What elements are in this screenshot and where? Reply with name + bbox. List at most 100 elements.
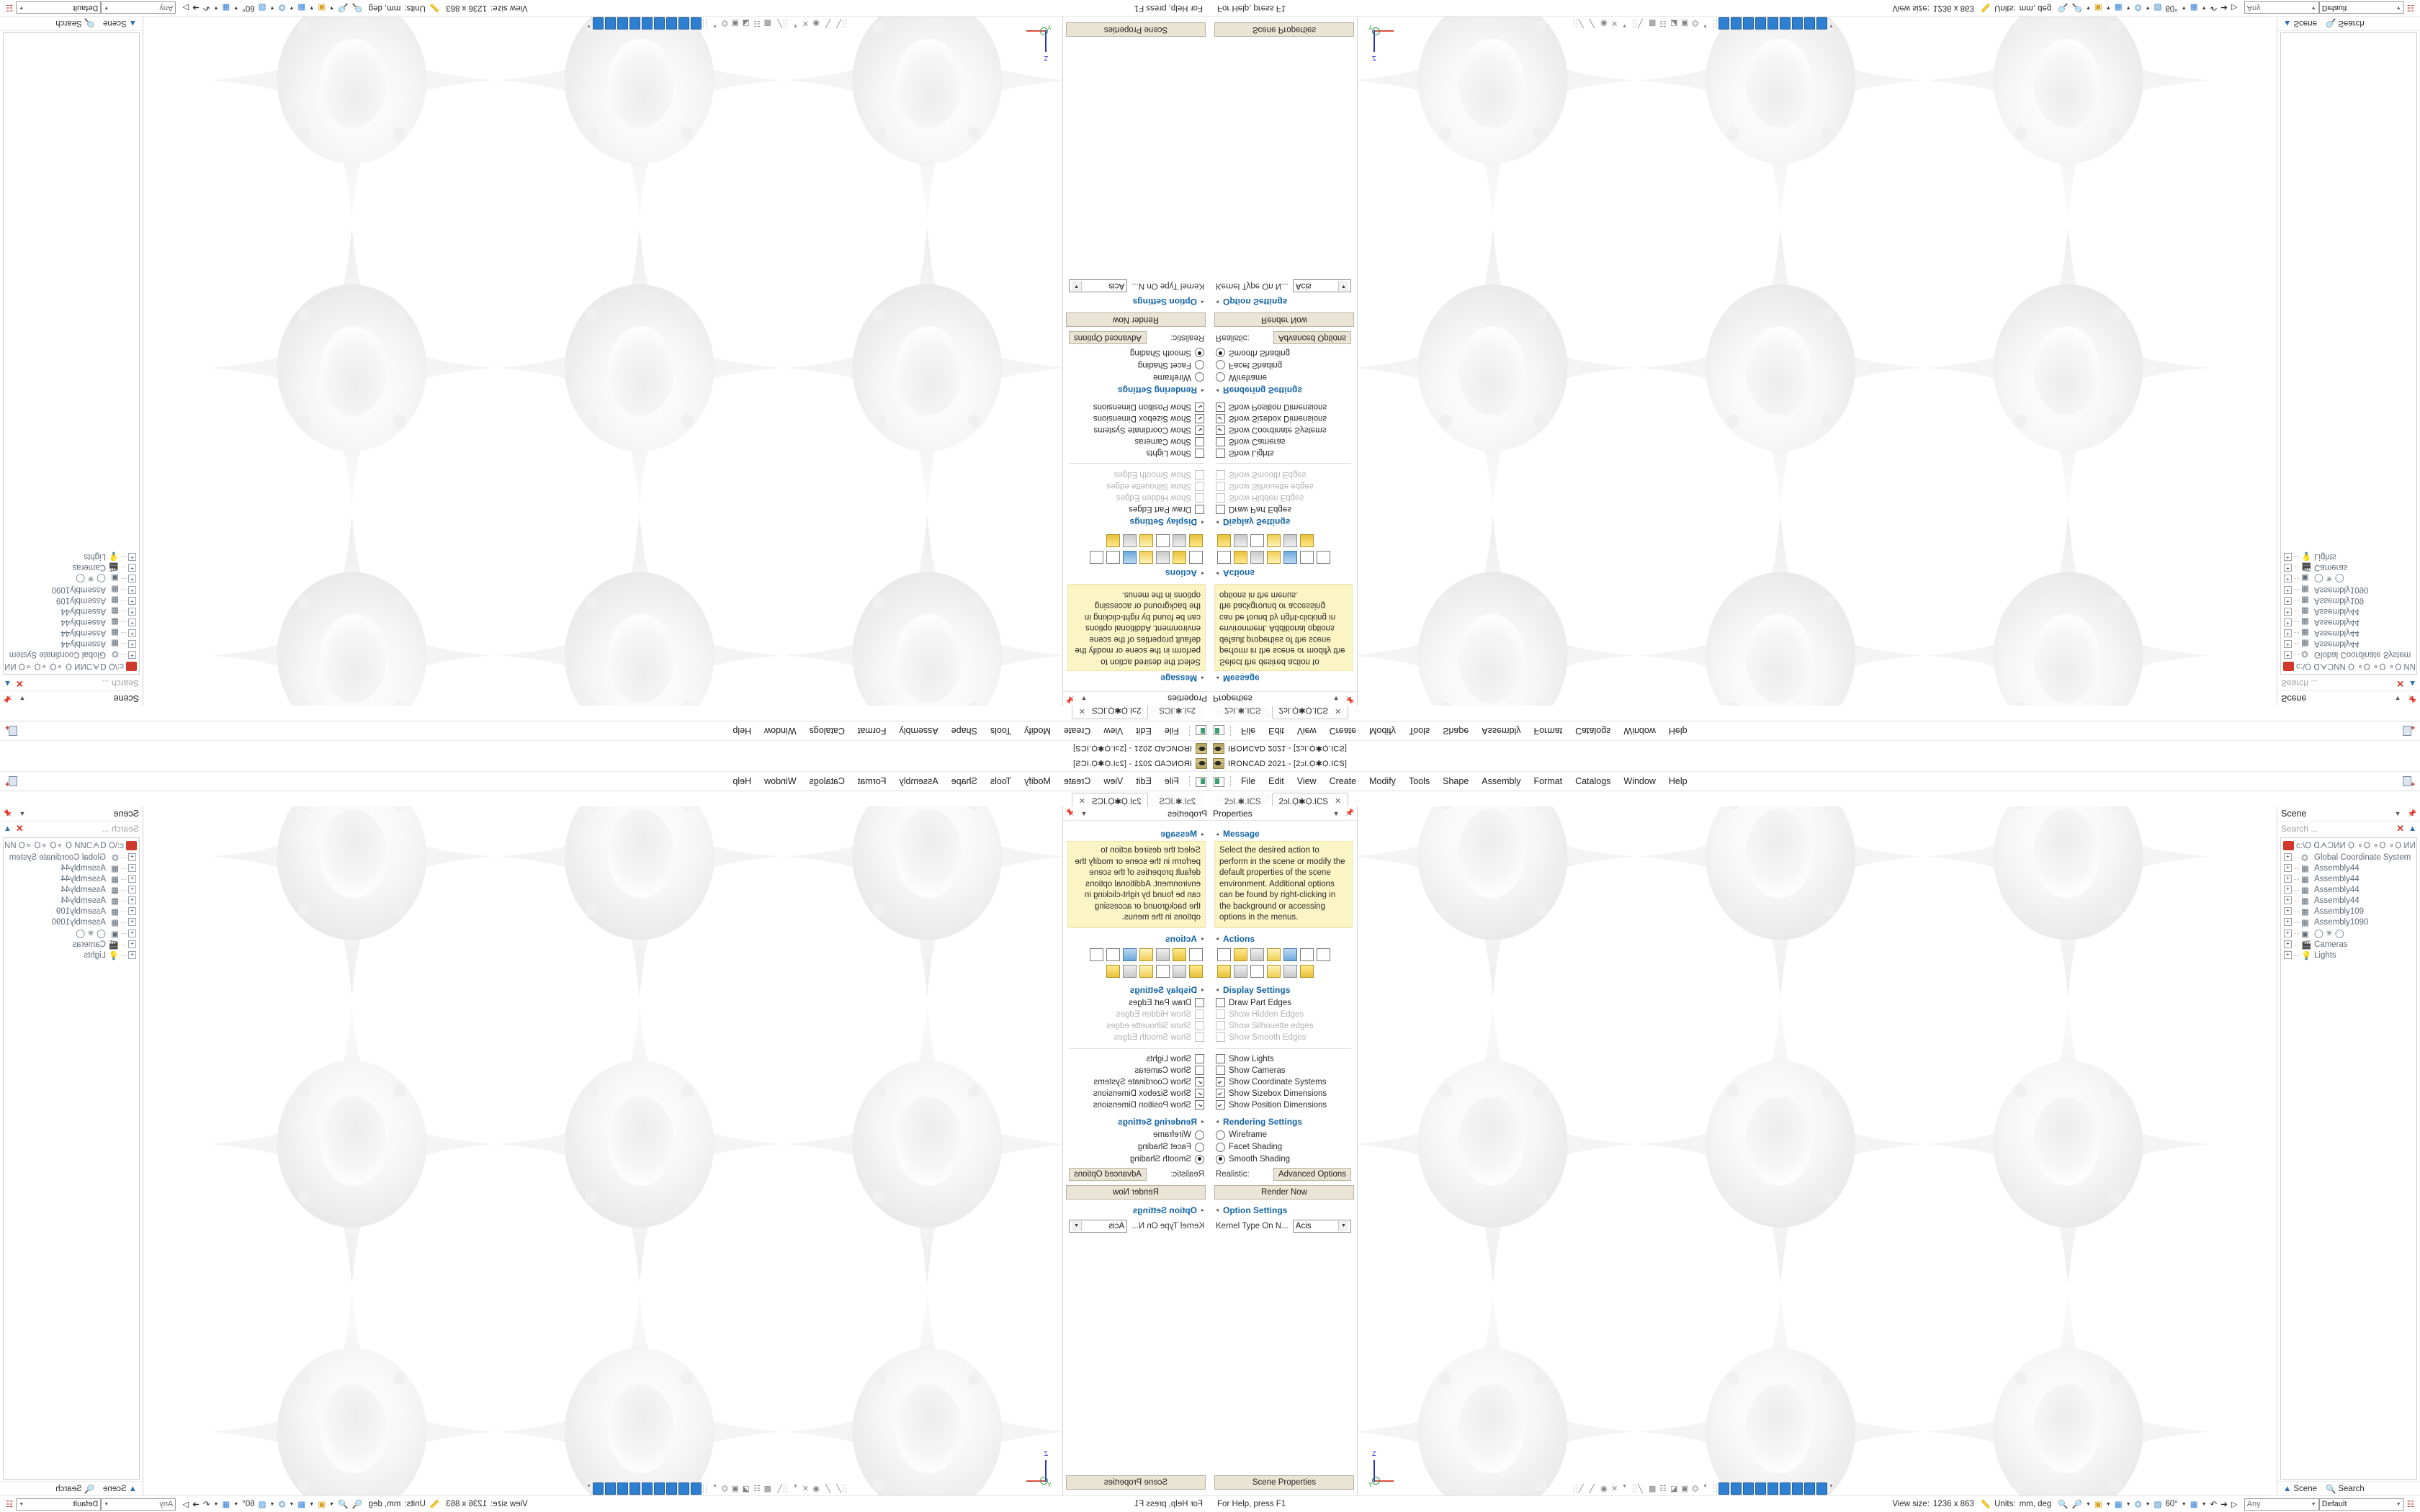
- actions-icon-row-2[interactable]: [1067, 963, 1206, 979]
- scene-search-row[interactable]: Search ... ✕ ▲: [2277, 676, 2420, 690]
- scene-search-row[interactable]: Search ... ✕ ▲: [0, 676, 143, 690]
- trim-icon[interactable]: ✕: [1611, 19, 1618, 27]
- structure-icon[interactable]: ☷: [2406, 1500, 2414, 1509]
- sweep-tool-icon[interactable]: [1743, 17, 1754, 30]
- scene-browser-panel[interactable]: Scene ▼ 📌 Search ... ✕ ▲ c:\Ọ ᗡᗅƆИИ Ọ ⚬: [2277, 16, 2420, 706]
- checkbox-draw-part-edges[interactable]: Draw Part Edges: [1067, 503, 1206, 515]
- scene-properties-button[interactable]: Scene Properties: [1214, 1475, 1354, 1490]
- menu-item-catalogs[interactable]: Catalogs: [1575, 776, 1611, 786]
- chevron-down-icon[interactable]: ▼: [2085, 5, 2091, 11]
- section-option-settings-header[interactable]: ◂ Option Settings: [1214, 294, 1353, 309]
- chevron-down-icon[interactable]: ▼: [329, 1501, 335, 1507]
- menu-item-shape[interactable]: Shape: [1443, 726, 1469, 736]
- clear-x-icon[interactable]: ✕: [2396, 678, 2405, 689]
- menu-item-assembly[interactable]: Assembly: [899, 776, 938, 786]
- zoom-window-icon[interactable]: 🔎: [338, 1500, 349, 1509]
- clear-x-icon[interactable]: ✕: [15, 678, 24, 689]
- toolbar-grip[interactable]: [1574, 19, 1577, 28]
- section-option-settings-header[interactable]: ◂ Option Settings: [1214, 1203, 1353, 1218]
- expand-icon[interactable]: +: [2284, 586, 2292, 594]
- structure-icon[interactable]: ☷: [6, 1500, 14, 1509]
- document-tab-inactive[interactable]: 2ɔI.✱.ICS: [1213, 794, 1273, 809]
- orbit-icon[interactable]: ▦: [297, 1500, 306, 1509]
- toolbar-grip[interactable]: [703, 1484, 707, 1493]
- scene-box-icon[interactable]: [1189, 964, 1203, 978]
- section-rendering-settings-header[interactable]: ◂ Rendering Settings: [1067, 383, 1206, 397]
- scene-box-icon[interactable]: [1217, 534, 1231, 548]
- tree-node-assembly44-4[interactable]: + ▦ Assembly44: [4, 606, 139, 617]
- menu-item-help[interactable]: Help: [732, 726, 752, 736]
- zoom-in-icon[interactable]: 🔍: [351, 3, 362, 12]
- actions-icon-row-1[interactable]: [1067, 549, 1206, 566]
- menu-item-file[interactable]: File: [1241, 726, 1256, 736]
- tree-filter-icon[interactable]: ▲: [4, 679, 12, 688]
- menu-item-format[interactable]: Format: [1533, 776, 1563, 786]
- expand-icon[interactable]: +: [2284, 640, 2292, 648]
- scene-browser-panel[interactable]: Scene ▼ 📌 Search ... ✕ ▲ c:\Ọ ᗡᗅƆИИ Ọ ⚬: [0, 16, 143, 706]
- list-properties-icon[interactable]: [1189, 551, 1203, 564]
- menu-item-create[interactable]: Create: [1329, 776, 1357, 786]
- chevron-down-icon[interactable]: ▼: [2201, 5, 2207, 11]
- chevron-down-icon[interactable]: ▼: [2145, 5, 2151, 11]
- shell-tool-icon[interactable]: [1767, 1482, 1778, 1495]
- checkbox-show-smooth-edges[interactable]: Show Smooth Edges: [1067, 1032, 1206, 1043]
- tree-node-assembly44-3[interactable]: + ▦ Assembly44: [2281, 884, 2416, 895]
- cad-model-geometry[interactable]: [1358, 16, 2277, 706]
- toolbar-grip[interactable]: [1633, 1484, 1636, 1493]
- quadrant-bottom-right[interactable]: IRONCAD 2021 - [2ɔI.Ọ✱Ọ.ICS] File Edit V…: [1210, 756, 2420, 1512]
- cad-model-geometry[interactable]: [143, 806, 1062, 1496]
- checkbox-show-smooth-edges[interactable]: Show Smooth Edges: [1214, 1032, 1353, 1043]
- coordinate-system-icon[interactable]: [1123, 964, 1137, 978]
- pattern-icon[interactable]: ▣: [731, 1485, 739, 1493]
- checkbox-show-lights[interactable]: Show Lights: [1067, 1053, 1206, 1065]
- pin-icon[interactable]: 📌: [1066, 695, 1075, 703]
- tree-node-part[interactable]: + ▣ ◯ ✳ ◯: [4, 573, 139, 585]
- scene-browser-tabs[interactable]: ▲ Scene 🔍 Search: [2277, 16, 2420, 31]
- units-group[interactable]: 📏 Units: mm, deg: [1981, 1499, 2051, 1509]
- checkbox-show-lights[interactable]: Show Lights: [1067, 447, 1206, 459]
- menu-item-help[interactable]: Help: [1668, 776, 1688, 786]
- checkbox-show-silhouette-edges[interactable]: Show Silhouette edges: [1214, 480, 1353, 492]
- gear-settings-icon[interactable]: [1234, 534, 1247, 548]
- tab-scene[interactable]: ▲ Scene: [103, 1485, 137, 1493]
- zoom-in-icon[interactable]: 🔍: [351, 1500, 362, 1509]
- menu-item-assembly[interactable]: Assembly: [1482, 776, 1521, 786]
- draft-tool-icon[interactable]: [593, 1482, 604, 1495]
- checkbox-show-cameras[interactable]: Show Cameras: [1214, 436, 1353, 447]
- document-tab-inactive[interactable]: 2ɔI.✱.ICS: [1147, 703, 1207, 718]
- ironcad-application-window[interactable]: IRONCAD 2021 - [2ɔI.Ọ✱Ọ.ICS] File Edit V…: [0, 0, 1210, 756]
- selection-filter-icon[interactable]: ▷: [182, 3, 189, 12]
- chamfer-tool-icon[interactable]: [1792, 17, 1803, 30]
- assembly-move-icon[interactable]: [1267, 534, 1281, 548]
- zoom-window-icon[interactable]: 🔎: [338, 3, 349, 12]
- scene-properties-button[interactable]: Scene Properties: [1066, 22, 1206, 37]
- cad-model-geometry[interactable]: [143, 16, 1062, 706]
- menu-item-help[interactable]: Help: [1668, 726, 1688, 736]
- expand-icon[interactable]: +: [2284, 864, 2292, 872]
- chevron-down-icon[interactable]: ▼: [19, 810, 26, 817]
- sweep-tool-icon[interactable]: [1743, 1482, 1754, 1495]
- checkbox-show-sizebox-dimensions[interactable]: Show Sizebox Dimensions: [1214, 1088, 1353, 1099]
- grid-icon[interactable]: ☷: [753, 19, 761, 27]
- view-tools-group[interactable]: 🔍 🔎 ▼ ▣ ▼ ▦ ▼ ⏣ ▼ ▧ 60° ▼ ▦ ▼ ↶ ➔ ▷: [182, 1499, 362, 1509]
- scene-search-row[interactable]: Search ... ✕ ▲: [0, 822, 143, 836]
- scene-properties-button[interactable]: Scene Properties: [1214, 22, 1354, 37]
- chevron-down-icon[interactable]: ▼: [2125, 5, 2131, 11]
- extrude-tool-icon[interactable]: [1718, 17, 1729, 30]
- expand-icon[interactable]: +: [2284, 853, 2292, 861]
- ironcad-application-window[interactable]: IRONCAD 2021 - [2ɔI.Ọ✱Ọ.ICS] File Edit V…: [0, 756, 1210, 1512]
- tree-filter-icon[interactable]: ▲: [4, 824, 12, 833]
- menu-right-group[interactable]: [2403, 726, 2419, 736]
- new-document-icon[interactable]: [2403, 776, 2415, 789]
- scene-search-input[interactable]: Search ...: [102, 678, 139, 688]
- toolbar-grip[interactable]: [784, 1484, 787, 1493]
- menu-item-view[interactable]: View: [1296, 726, 1317, 736]
- toolbar-grip[interactable]: [843, 1484, 846, 1493]
- style-select[interactable]: Default ▼: [2318, 1, 2404, 14]
- checkbox-show-cameras[interactable]: Show Cameras: [1067, 436, 1206, 447]
- line-icon[interactable]: ╱: [1579, 19, 1584, 27]
- tree-node-assembly109[interactable]: + ▦ Assembly109: [4, 595, 139, 606]
- render-now-button[interactable]: Render Now: [1066, 1184, 1206, 1200]
- radio-smooth-shading[interactable]: Smooth Shading: [1214, 1153, 1353, 1166]
- scene-tree[interactable]: c:\Ọ ᗡᗅƆИИ Ọ ⚬Ọ ⚬Ọ ⚬Ọ ИИ + ⏣ Global Coor…: [2280, 32, 2417, 675]
